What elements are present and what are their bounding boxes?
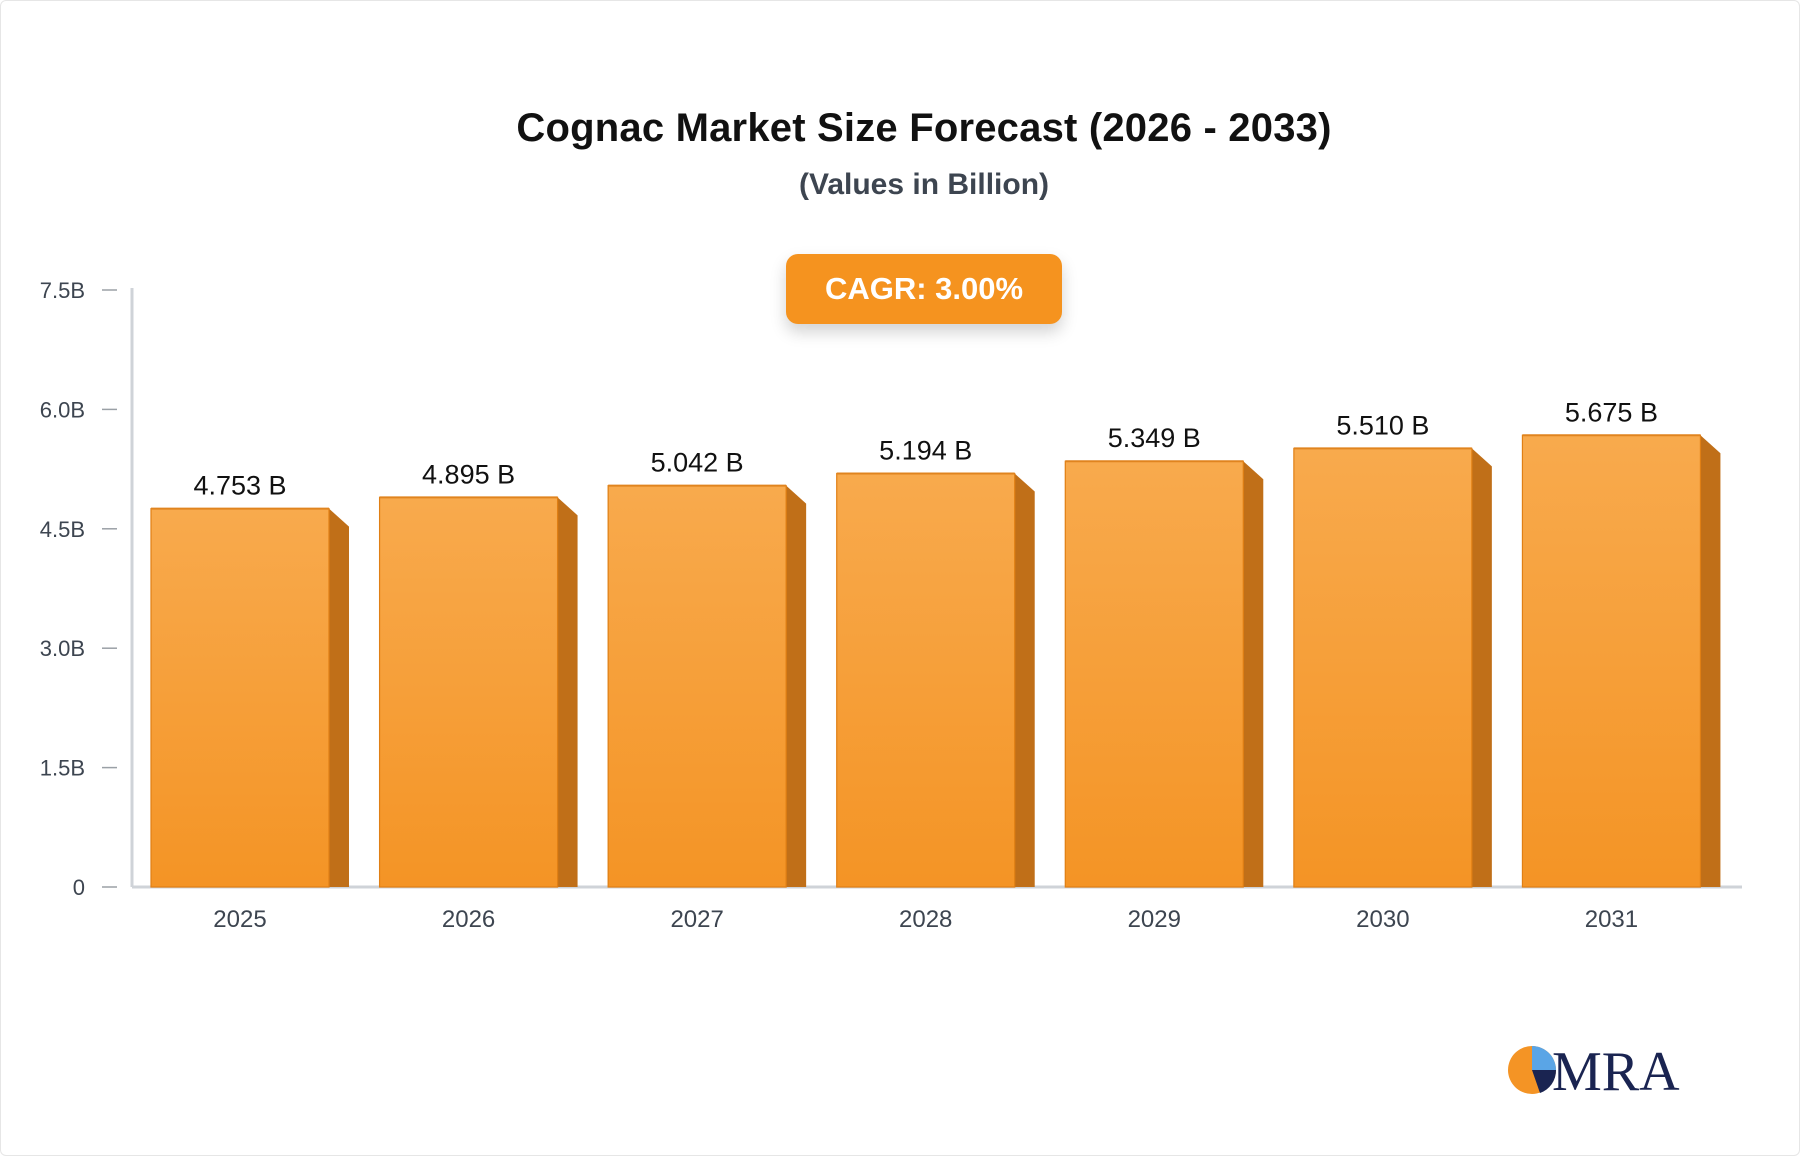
bar-side bbox=[1243, 461, 1264, 887]
bar-side bbox=[557, 497, 578, 887]
x-tick-label: 2025 bbox=[213, 906, 266, 933]
mra-logo: MRA bbox=[1508, 1041, 1680, 1098]
bar-side bbox=[1700, 435, 1721, 887]
bar bbox=[607, 485, 787, 888]
chart-bars bbox=[150, 434, 1721, 888]
y-tick-label: 6.0B bbox=[40, 397, 85, 422]
bar bbox=[836, 472, 1016, 888]
chart-title: Cognac Market Size Forecast (2026 - 2033… bbox=[516, 106, 1332, 150]
bar-2028 bbox=[836, 472, 1035, 888]
chart-labels: 4.753 B 2025 4.895 B 2026 5.042 B 2027 5.194 B… bbox=[193, 397, 1658, 933]
y-tick-label: 1.5B bbox=[40, 756, 85, 781]
value-label: 4.895 B bbox=[422, 459, 515, 489]
logo-text: MRA bbox=[1552, 1041, 1680, 1098]
x-tick-label: 2031 bbox=[1585, 906, 1638, 933]
bar-2030 bbox=[1293, 447, 1492, 888]
bar-side bbox=[1471, 448, 1492, 887]
y-tick-label: 3.0B bbox=[40, 636, 85, 661]
value-label: 5.042 B bbox=[651, 448, 744, 478]
bar-2025 bbox=[150, 507, 349, 888]
bar bbox=[1064, 460, 1244, 888]
value-label: 4.753 B bbox=[193, 471, 286, 501]
bar bbox=[378, 496, 559, 888]
y-tick-label: 4.5B bbox=[40, 517, 85, 542]
bar-side bbox=[786, 485, 807, 887]
bar-2026 bbox=[378, 496, 578, 888]
bar-side bbox=[1014, 473, 1035, 887]
bar bbox=[1293, 447, 1473, 888]
value-label: 5.675 B bbox=[1565, 397, 1658, 427]
value-label: 5.349 B bbox=[1108, 423, 1201, 453]
x-tick-label: 2029 bbox=[1128, 906, 1181, 933]
bar-2031 bbox=[1521, 434, 1721, 888]
y-tick-label: 7.5B bbox=[40, 278, 85, 303]
x-tick-label: 2030 bbox=[1356, 906, 1409, 933]
bar-side bbox=[329, 508, 349, 887]
x-tick-label: 2028 bbox=[899, 906, 952, 933]
y-tick-label: 0 bbox=[73, 875, 85, 900]
value-label: 5.510 B bbox=[1336, 410, 1429, 440]
x-tick-label: 2027 bbox=[670, 906, 723, 933]
value-label: 5.194 B bbox=[879, 436, 972, 466]
chart-subtitle: (Values in Billion) bbox=[798, 168, 1050, 201]
bar bbox=[1521, 434, 1702, 888]
x-tick-label: 2026 bbox=[442, 906, 495, 933]
cagr-badge: CAGR: 3.00% bbox=[786, 254, 1062, 324]
bar-2029 bbox=[1064, 460, 1264, 888]
bar-2027 bbox=[607, 484, 807, 888]
bar bbox=[150, 508, 330, 888]
